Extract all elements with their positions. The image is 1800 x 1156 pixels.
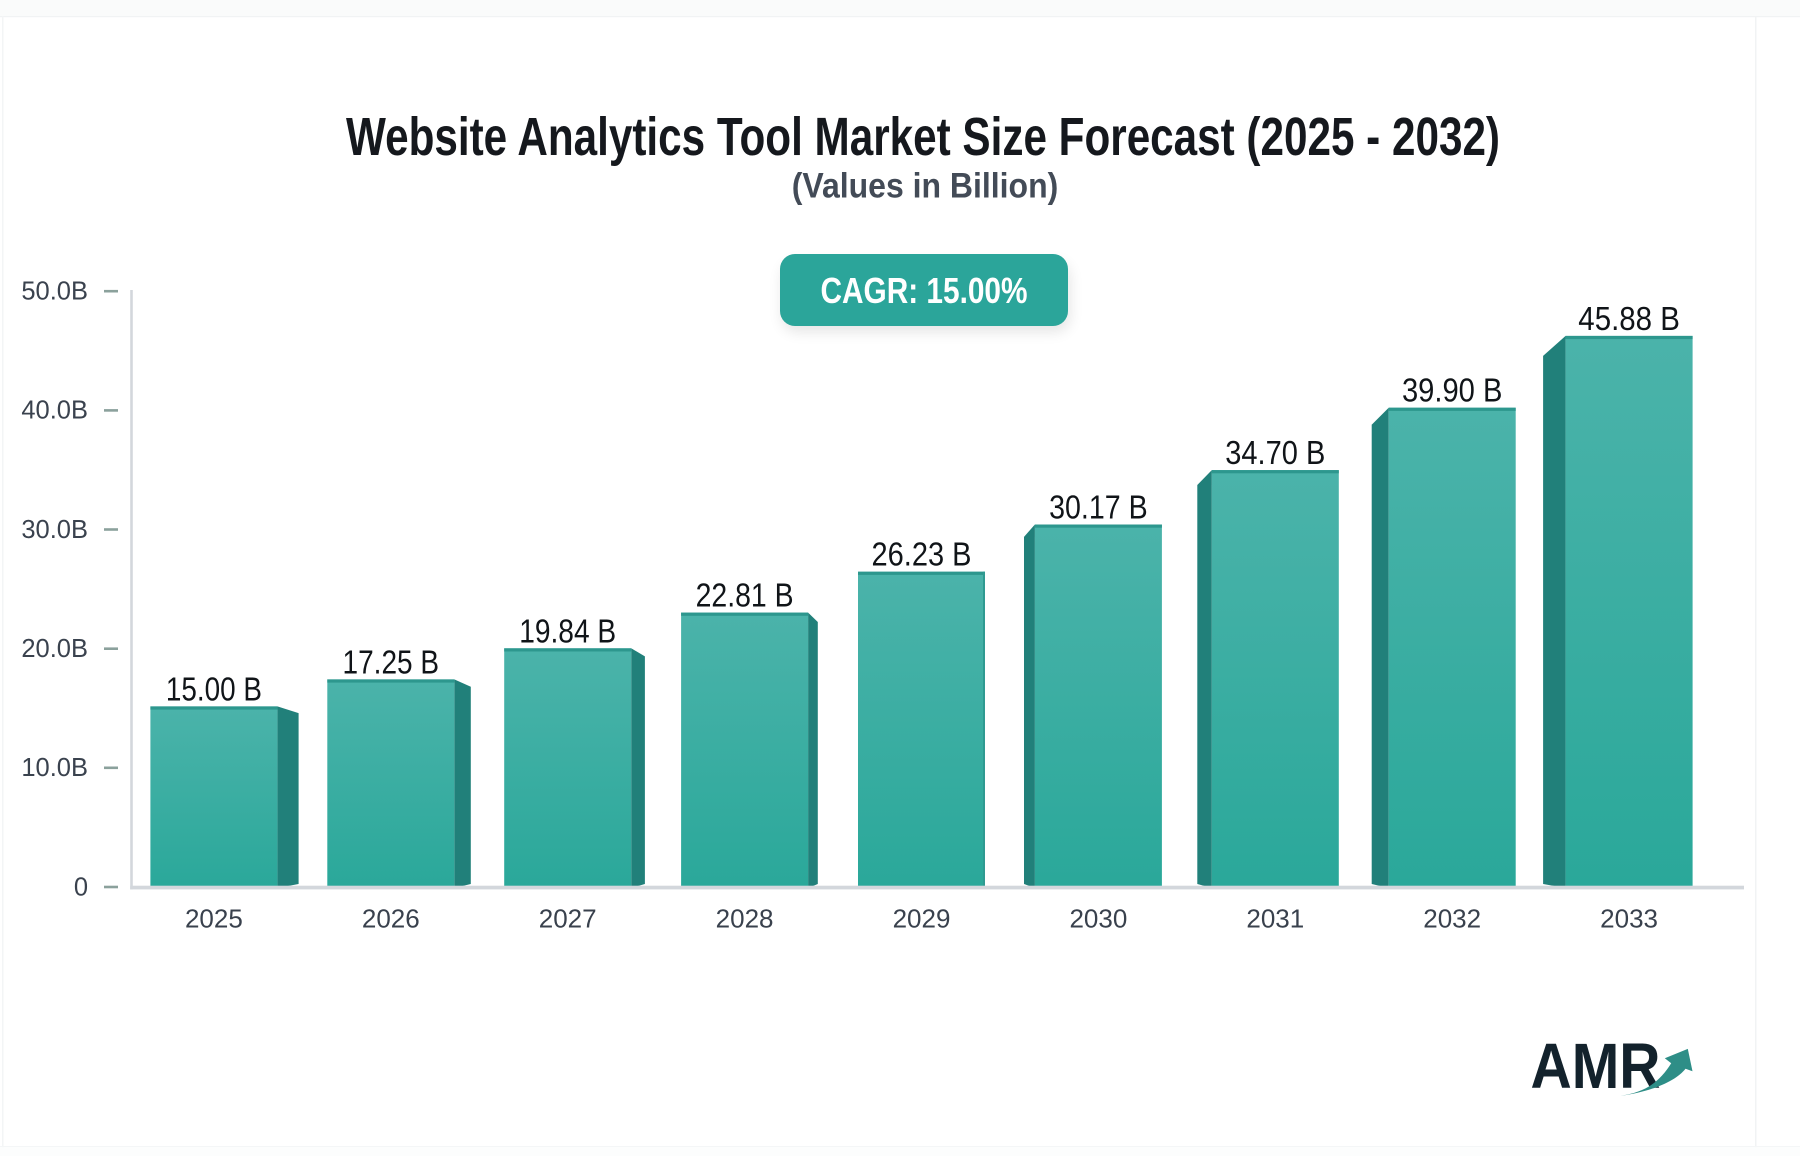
svg-text:2032: 2032 bbox=[1423, 904, 1481, 934]
svg-text:2027: 2027 bbox=[539, 904, 597, 934]
svg-text:2025: 2025 bbox=[185, 904, 243, 934]
svg-text:0: 0 bbox=[74, 873, 88, 901]
svg-text:2026: 2026 bbox=[362, 904, 420, 934]
svg-text:39.90 B: 39.90 B bbox=[1402, 372, 1503, 409]
svg-text:20.0B: 20.0B bbox=[21, 635, 88, 663]
svg-text:(Values in Billion): (Values in Billion) bbox=[792, 166, 1059, 206]
svg-text:17.25 B: 17.25 B bbox=[343, 643, 440, 680]
svg-text:2029: 2029 bbox=[893, 904, 951, 934]
svg-text:30.17 B: 30.17 B bbox=[1049, 489, 1148, 526]
svg-text:10.0B: 10.0B bbox=[21, 754, 88, 782]
svg-text:AMR: AMR bbox=[1531, 1030, 1661, 1102]
svg-text:19.84 B: 19.84 B bbox=[519, 612, 616, 649]
svg-text:2028: 2028 bbox=[716, 904, 774, 934]
svg-text:2033: 2033 bbox=[1600, 904, 1658, 934]
svg-text:40.0B: 40.0B bbox=[21, 397, 88, 425]
svg-text:2031: 2031 bbox=[1246, 904, 1304, 934]
svg-text:15.00 B: 15.00 B bbox=[166, 670, 262, 707]
svg-text:2030: 2030 bbox=[1069, 904, 1127, 934]
svg-text:Website Analytics Tool Market: Website Analytics Tool Market Size Forec… bbox=[346, 108, 1500, 167]
svg-text:26.23 B: 26.23 B bbox=[872, 536, 972, 573]
svg-text:34.70 B: 34.70 B bbox=[1225, 434, 1325, 471]
svg-text:CAGR: 15.00%: CAGR: 15.00% bbox=[821, 270, 1028, 311]
svg-text:22.81 B: 22.81 B bbox=[696, 577, 794, 614]
svg-text:45.88 B: 45.88 B bbox=[1578, 300, 1680, 337]
svg-text:50.0B: 50.0B bbox=[21, 278, 88, 306]
svg-text:30.0B: 30.0B bbox=[21, 516, 88, 544]
